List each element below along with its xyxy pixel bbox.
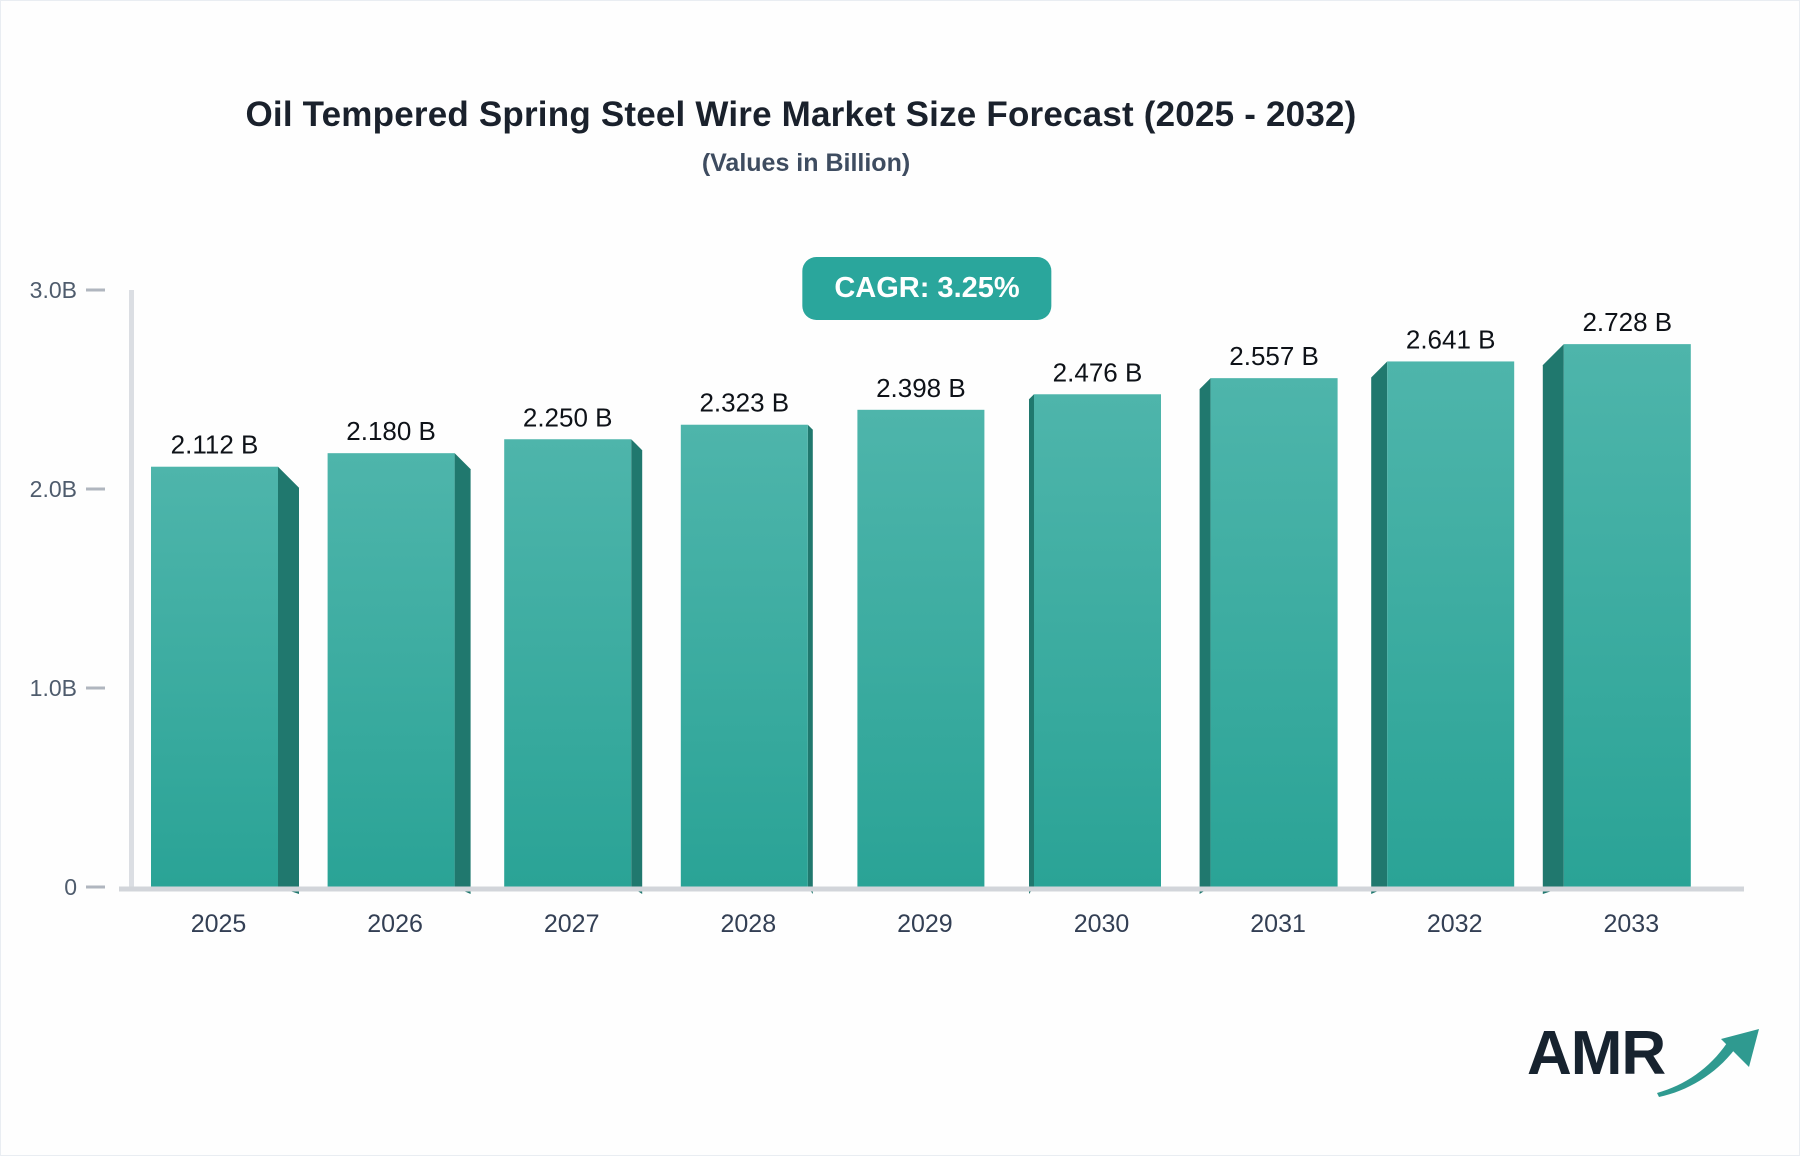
bar-value-label: 2.728 B <box>1582 307 1672 337</box>
bar-2031: 2.557 B 2031 <box>1199 341 1338 938</box>
bar-2028: 2.323 B 2028 <box>680 388 813 938</box>
bar-value-label: 2.112 B <box>171 430 259 460</box>
bar-value-label: 2.180 B <box>346 416 436 446</box>
y-tick-label: 3.0B <box>30 277 77 303</box>
bar-side-face <box>631 439 643 894</box>
bar-side-face <box>278 466 299 894</box>
x-tick-label: 2033 <box>1603 910 1659 938</box>
amr-logo-text: AMR <box>1527 1019 1666 1088</box>
bar-value-label: 2.323 B <box>699 388 789 418</box>
x-tick-label: 2029 <box>897 910 953 938</box>
bar-2029: 2.398 B 2029 <box>857 373 985 938</box>
bar-front-face <box>1210 378 1338 888</box>
bar-side-face <box>1029 394 1034 894</box>
y-tick-label: 2.0B <box>30 476 77 502</box>
bar-value-label: 2.250 B <box>523 402 613 432</box>
bar-front-face <box>151 466 278 888</box>
bar-value-label: 2.476 B <box>1053 357 1143 387</box>
bar-2025: 2.112 B 2025 <box>151 430 299 938</box>
x-tick-label: 2026 <box>367 910 423 938</box>
bar-front-face <box>1563 344 1691 888</box>
x-tick-label: 2027 <box>544 910 600 938</box>
bar-side-face <box>1371 361 1388 894</box>
x-tick-label: 2032 <box>1427 910 1483 938</box>
bar-side-face <box>1199 378 1211 895</box>
x-tick-label: 2025 <box>191 910 247 938</box>
bar-value-label: 2.641 B <box>1406 324 1496 354</box>
bar-front-face <box>1034 394 1161 888</box>
chart-subtitle: (Values in Billion) <box>701 149 911 177</box>
bar-front-face <box>504 439 632 888</box>
bar-2026: 2.180 B 2026 <box>327 416 471 938</box>
bar-front-face <box>680 424 808 888</box>
bar-front-face <box>857 409 985 888</box>
bar-side-face <box>454 453 471 894</box>
bar-value-label: 2.557 B <box>1229 341 1319 371</box>
bar-2032: 2.641 B 2032 <box>1371 324 1515 938</box>
y-tick-label: 1.0B <box>30 675 77 701</box>
cagr-badge: CAGR: 3.25% <box>802 257 1052 320</box>
bar-side-face <box>1542 344 1564 894</box>
y-tick-label: 0 <box>64 874 77 900</box>
bar-2033: 2.728 B 2033 <box>1542 307 1691 938</box>
bar-2027: 2.250 B 2027 <box>504 402 643 938</box>
x-tick-label: 2031 <box>1250 910 1306 938</box>
x-tick-label: 2030 <box>1074 910 1130 938</box>
bar-2030: 2.476 B 2030 <box>1029 357 1161 938</box>
amr-logo: AMR <box>1527 1023 1769 1109</box>
bar-value-label: 2.398 B <box>876 373 966 403</box>
x-tick-label: 2028 <box>720 910 776 938</box>
bar-front-face <box>327 453 455 888</box>
trend-up-arrow-icon <box>1657 1029 1760 1097</box>
bar-front-face <box>1387 361 1515 888</box>
bar-side-face <box>807 424 813 894</box>
chart-title: Oil Tempered Spring Steel Wire Market Si… <box>245 95 1357 134</box>
